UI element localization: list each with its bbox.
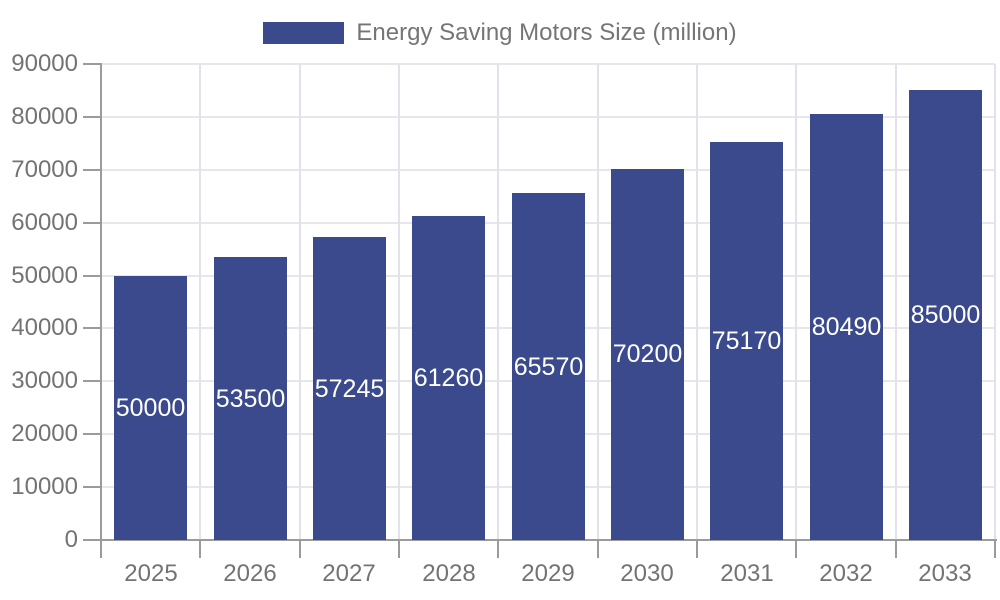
y-tick-label: 80000 [11, 103, 78, 130]
gridline-vertical [895, 64, 897, 540]
gridline-vertical [795, 64, 797, 540]
gridline-horizontal [101, 63, 995, 65]
x-axis-tick [696, 539, 698, 558]
x-axis-tick [994, 539, 996, 558]
x-tick-label: 2033 [918, 560, 972, 587]
y-axis-line [100, 63, 102, 540]
gridline-vertical [299, 64, 301, 540]
bar-value-label: 53500 [215, 385, 286, 413]
y-tick-label: 50000 [11, 262, 78, 289]
y-tick-label: 20000 [11, 420, 78, 447]
y-tick-label: 30000 [11, 367, 78, 394]
x-tick-label: 2030 [620, 560, 674, 587]
bar-value-label: 50000 [115, 394, 186, 422]
y-tick-label: 10000 [11, 473, 78, 500]
bar-value-label: 70200 [612, 340, 683, 368]
x-axis-tick [398, 539, 400, 558]
bar-value-label: 61260 [413, 364, 484, 392]
x-axis-tick [497, 539, 499, 558]
y-axis-tick [83, 327, 101, 329]
gridline-vertical [497, 64, 499, 540]
bar [611, 169, 684, 540]
y-axis-tick [83, 275, 101, 277]
y-tick-label: 70000 [11, 156, 78, 183]
gridline-vertical [199, 64, 201, 540]
gridline-vertical [398, 64, 400, 540]
gridline-horizontal [101, 169, 995, 171]
y-axis-tick [83, 222, 101, 224]
legend-swatch [263, 22, 345, 44]
y-tick-label: 60000 [11, 209, 78, 236]
x-axis-tick [299, 539, 301, 558]
legend: Energy Saving Motors Size (million) [0, 16, 1000, 50]
bar-value-label: 57245 [314, 375, 385, 403]
y-axis-tick [83, 380, 101, 382]
y-axis-tick [83, 539, 101, 541]
y-tick-label: 90000 [11, 50, 78, 77]
gridline-vertical [994, 64, 996, 540]
bar [114, 276, 187, 540]
gridline-vertical [696, 64, 698, 540]
bar-value-label: 75170 [711, 327, 782, 355]
x-axis-tick [597, 539, 599, 558]
x-tick-label: 2028 [422, 560, 476, 587]
gridline-vertical [597, 64, 599, 540]
x-tick-label: 2031 [720, 560, 774, 587]
y-axis-tick [83, 63, 101, 65]
bar-value-label: 80490 [811, 313, 882, 341]
x-tick-label: 2026 [223, 560, 277, 587]
x-axis-tick [199, 539, 201, 558]
y-axis-tick [83, 116, 101, 118]
y-axis-tick [83, 433, 101, 435]
x-axis-line [100, 539, 997, 541]
x-axis-tick [795, 539, 797, 558]
x-tick-label: 2025 [124, 560, 178, 587]
bar [810, 114, 883, 540]
y-axis-tick [83, 486, 101, 488]
legend-label: Energy Saving Motors Size (million) [356, 19, 737, 46]
bar [512, 193, 585, 540]
x-tick-label: 2032 [819, 560, 873, 587]
bar [412, 216, 485, 540]
bar [909, 90, 982, 540]
y-tick-label: 0 [64, 526, 78, 553]
bar [214, 257, 287, 540]
x-axis-tick [100, 539, 102, 558]
bar [313, 237, 386, 540]
y-axis-tick [83, 169, 101, 171]
x-axis-tick [895, 539, 897, 558]
gridline-horizontal [101, 116, 995, 118]
bar-value-label: 85000 [910, 301, 981, 329]
bar [710, 142, 783, 540]
bar-value-label: 65570 [513, 353, 584, 381]
x-tick-label: 2027 [322, 560, 376, 587]
y-tick-label: 40000 [11, 314, 78, 341]
x-tick-label: 2029 [521, 560, 575, 587]
